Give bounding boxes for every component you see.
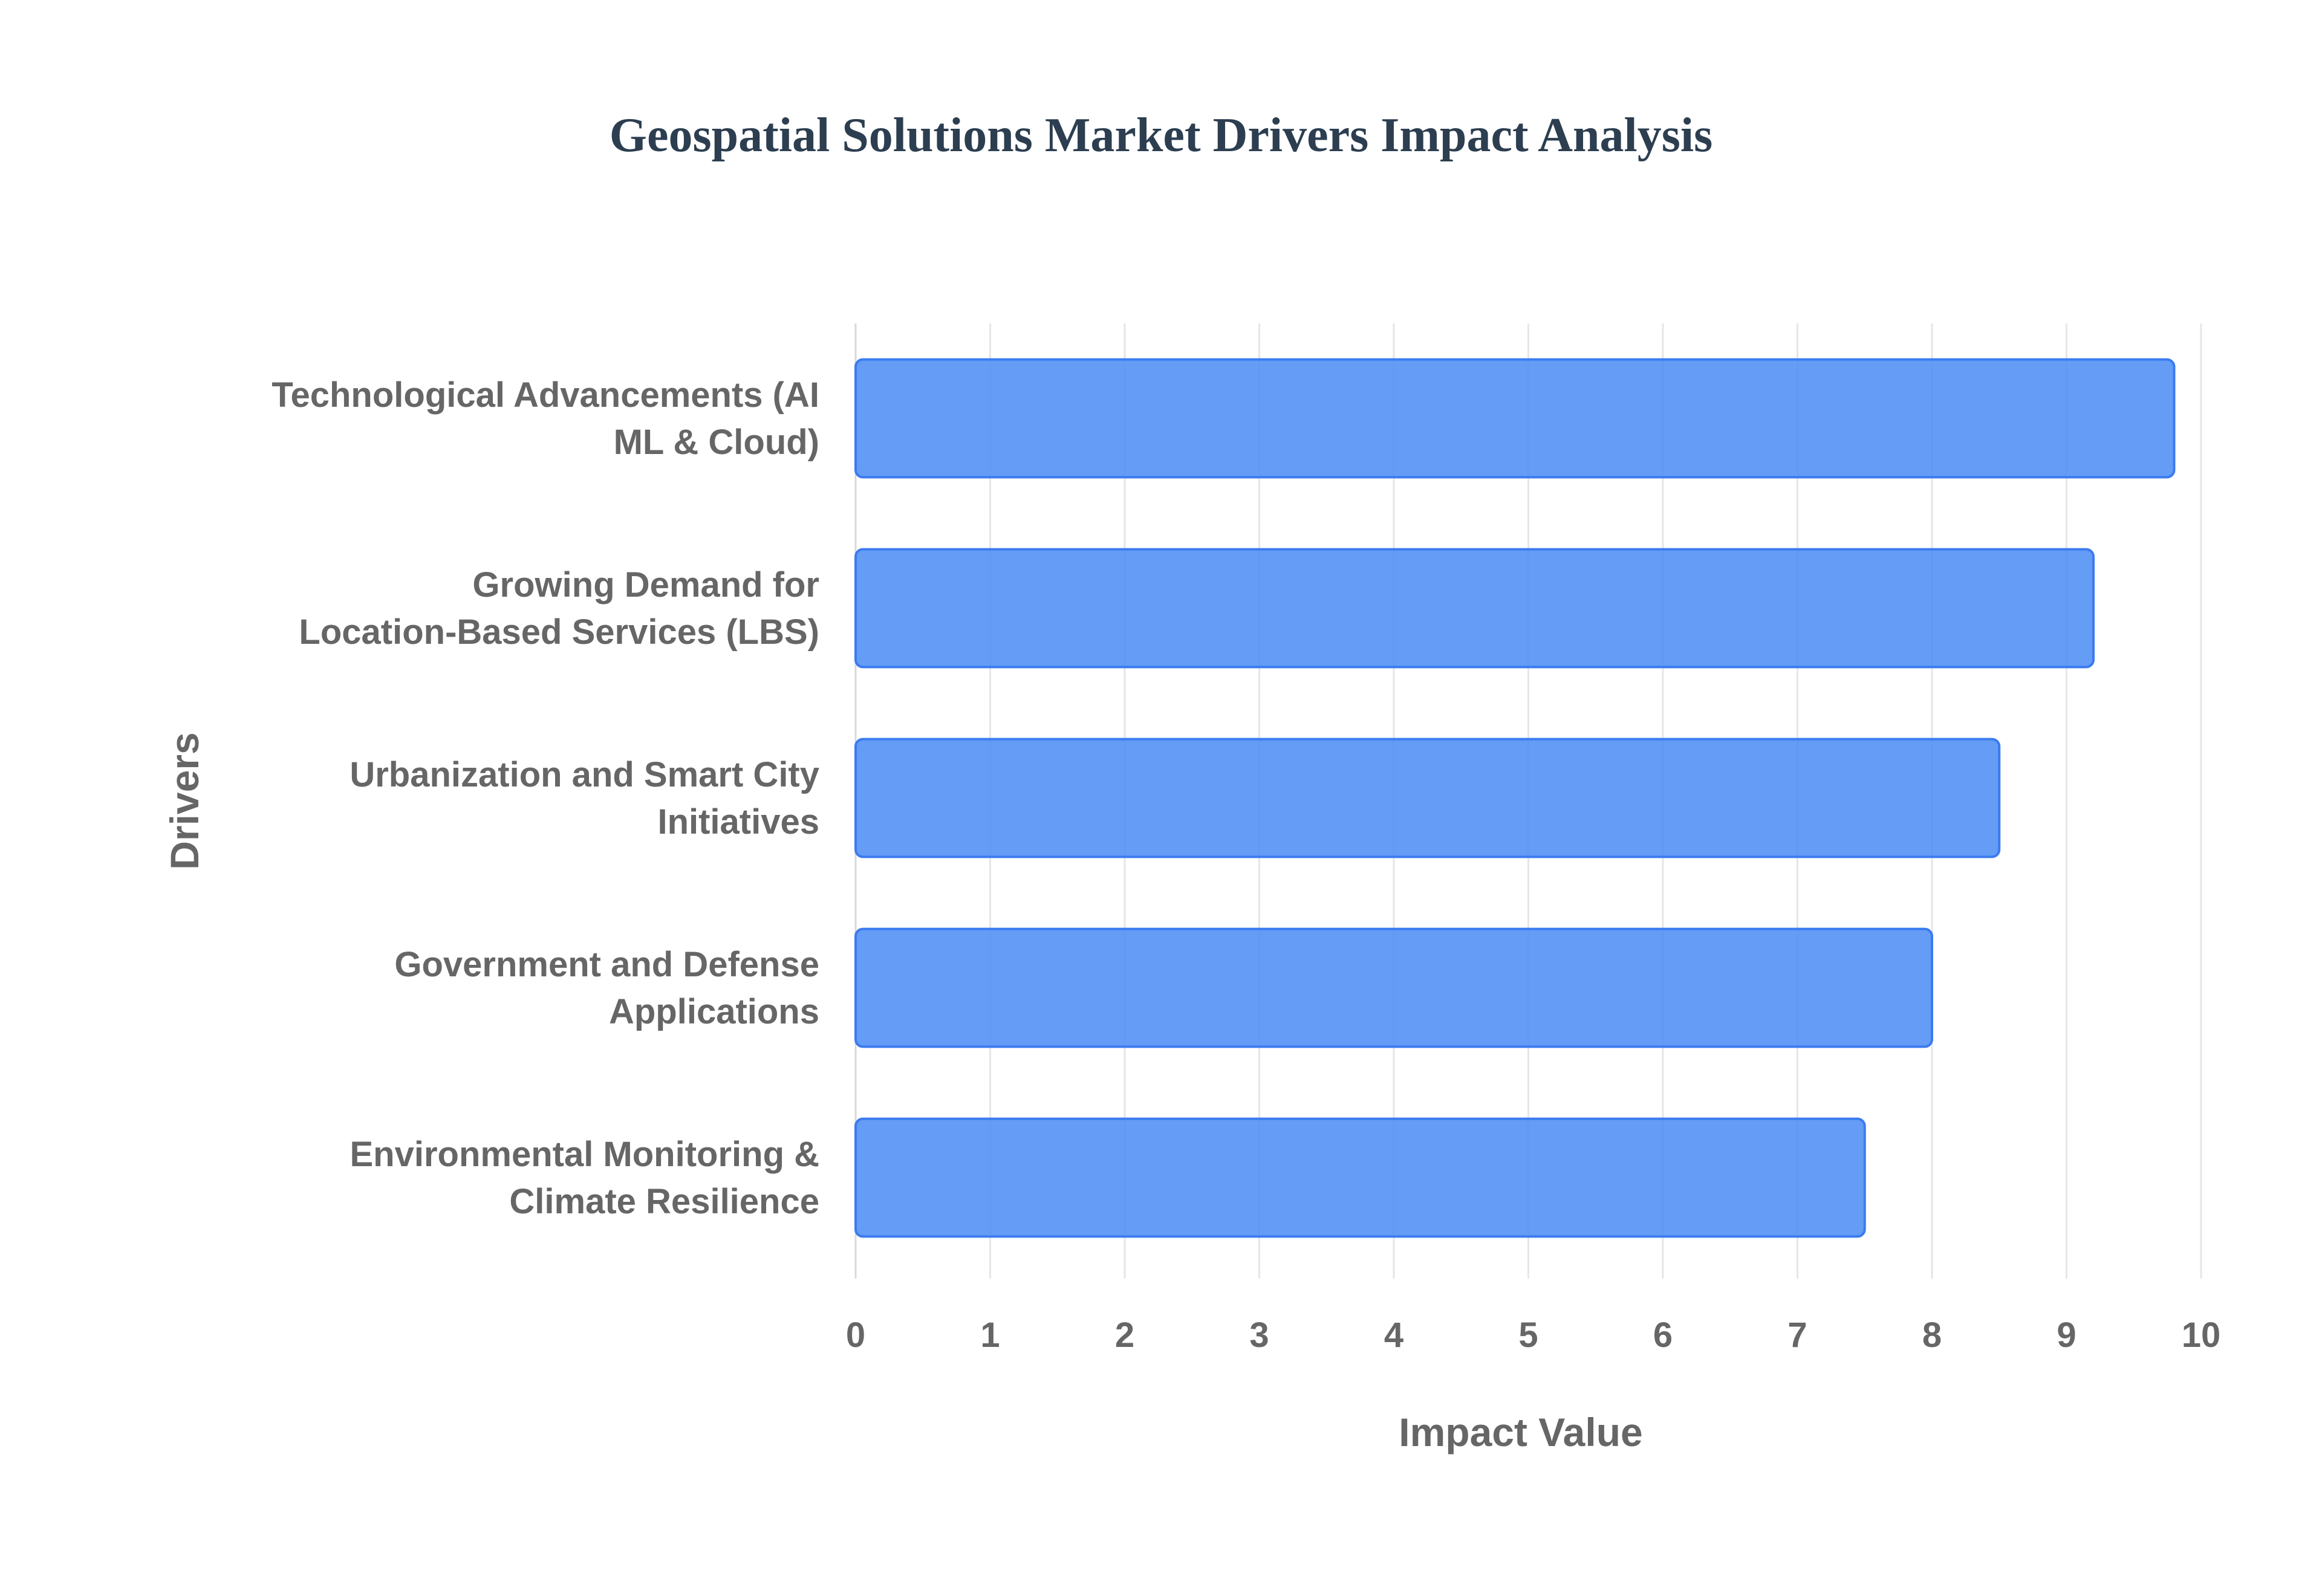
x-tick-label-6: 6	[1653, 1315, 1673, 1355]
x-tick-label-8: 8	[1922, 1315, 1942, 1355]
category-label-4-line-1: Climate Resilience	[509, 1182, 819, 1221]
x-tick-label-4: 4	[1384, 1315, 1403, 1355]
bar-2	[854, 738, 2001, 858]
category-label-1-line-0: Growing Demand for	[472, 565, 819, 605]
x-axis-title: Impact Value	[1399, 1410, 1643, 1455]
x-tick-label-3: 3	[1249, 1315, 1269, 1355]
x-tick-label-10: 10	[2182, 1315, 2221, 1355]
x-tick-labels: 0 1 2 3 4 5 6 7 8 9 10	[846, 1315, 2220, 1355]
y-category-labels: Technological Advancements (AI ML & Cloud…	[272, 375, 819, 1221]
bar-1	[854, 548, 2095, 669]
bar-4	[854, 1117, 1866, 1238]
x-tick-label-1: 1	[980, 1315, 1000, 1355]
category-label-2-line-1: Initiatives	[657, 802, 819, 842]
x-tick-label-9: 9	[2057, 1315, 2076, 1355]
y-axis-title: Drivers	[162, 732, 207, 870]
category-label-0-line-1: ML & Cloud)	[614, 423, 819, 462]
category-label-4-line-0: Environmental Monitoring &	[350, 1135, 819, 1174]
category-label-1-line-1: Location-Based Services (LBS)	[299, 612, 819, 652]
x-tick-label-7: 7	[1787, 1315, 1807, 1355]
bar-0	[854, 358, 2176, 479]
bars-layer	[854, 358, 2176, 1238]
bar-3	[854, 927, 1933, 1048]
category-label-2-line-0: Urbanization and Smart City	[350, 755, 819, 794]
chart-title: Geospatial Solutions Market Drivers Impa…	[610, 109, 1712, 162]
category-label-0-line-0: Technological Advancements (AI	[272, 375, 819, 415]
category-label-3-line-0: Government and Defense	[394, 945, 819, 984]
x-tick-label-2: 2	[1115, 1315, 1134, 1355]
x-tick-label-0: 0	[846, 1315, 865, 1355]
x-tick-label-5: 5	[1518, 1315, 1538, 1355]
category-label-3-line-1: Applications	[609, 992, 819, 1031]
